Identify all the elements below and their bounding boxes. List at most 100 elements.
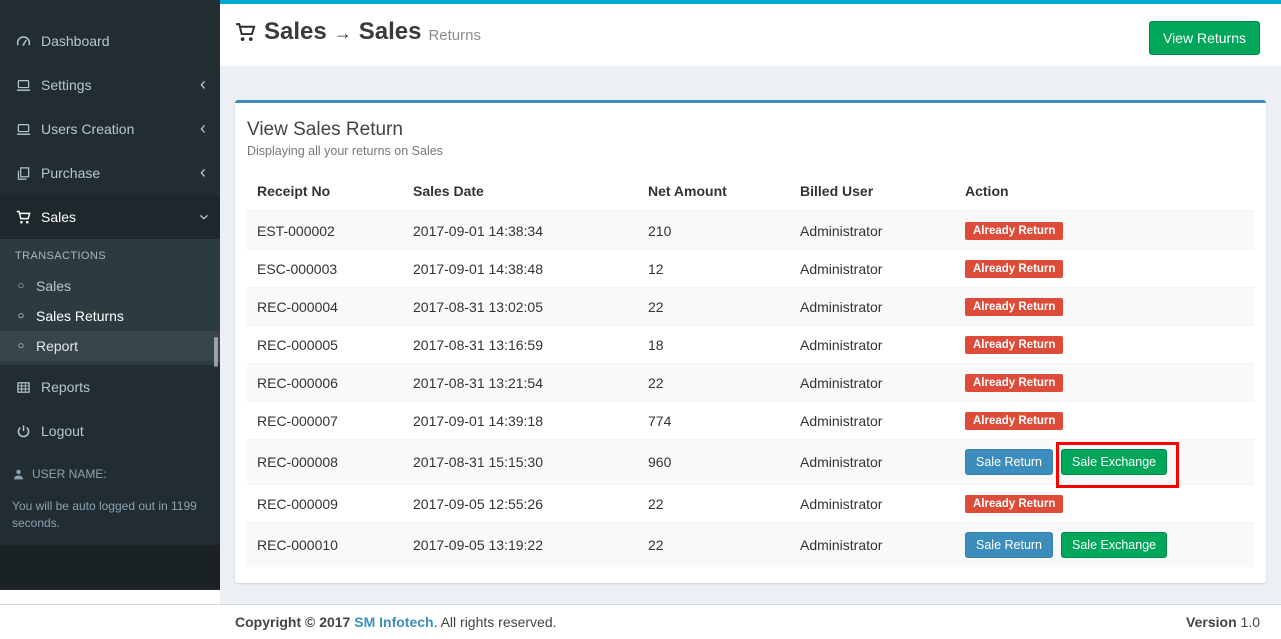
column-header-net-amount: Net Amount (638, 172, 790, 212)
cell-action: Sale Return Sale Exchange (955, 439, 1254, 488)
column-header-sales-date: Sales Date (403, 172, 638, 212)
cell-billed-user: Administrator (790, 484, 955, 523)
version-value: 1.0 (1240, 614, 1260, 630)
already-return-badge: Already Return (965, 412, 1064, 430)
table-row: REC-000006 2017-08-31 13:21:54 22 Admini… (247, 363, 1254, 402)
copyright-prefix: Copyright © 2017 (235, 614, 351, 630)
version-text: Version 1.0 (1186, 614, 1260, 630)
company-link[interactable]: SM Infotech (354, 614, 434, 630)
table-row: REC-000004 2017-08-31 13:02:05 22 Admini… (247, 287, 1254, 326)
cart-icon (235, 22, 256, 43)
already-return-badge: Already Return (965, 260, 1064, 278)
sale-return-button[interactable]: Sale Return (965, 532, 1054, 558)
cell-receipt-no: REC-000008 (247, 439, 403, 485)
cell-net-amount: 22 (638, 363, 790, 402)
cell-action: Already Return (955, 401, 1254, 440)
table-grid-icon (15, 380, 31, 395)
person-icon (12, 468, 25, 481)
already-return-badge: Already Return (965, 495, 1064, 513)
sidebar-item-label: Logout (41, 423, 84, 439)
already-return-badge: Already Return (965, 336, 1064, 354)
sale-exchange-button[interactable]: Sale Exchange (1061, 532, 1168, 558)
sidebar-subitem-sales[interactable]: ○ Sales (0, 271, 220, 301)
monitor-icon (15, 122, 31, 137)
table-header-row: Receipt No Sales Date Net Amount Billed … (247, 172, 1254, 212)
sidebar-subitem-label: Sales (36, 278, 72, 294)
chevron-down-icon: ‹ (193, 214, 213, 220)
gauge-icon (15, 34, 31, 49)
cell-net-amount: 22 (638, 484, 790, 523)
cell-net-amount: 12 (638, 249, 790, 288)
title-page: Sales (358, 18, 422, 45)
sidebar-subitem-sales-returns[interactable]: ○ Sales Returns (0, 301, 220, 331)
panel-subtitle: Displaying all your returns on Sales (247, 144, 443, 158)
sidebar-item-purchase[interactable]: Purchase ‹ (0, 151, 220, 195)
table-row: ESC-000003 2017-09-01 14:38:48 12 Admini… (247, 249, 1254, 288)
sidebar-item-logout[interactable]: Logout (0, 409, 220, 453)
cell-billed-user: Administrator (790, 249, 955, 288)
cell-net-amount: 22 (638, 287, 790, 326)
power-icon (15, 424, 31, 439)
cell-receipt-no: REC-000005 (247, 325, 403, 364)
column-header-action: Action (955, 172, 1254, 212)
copyright-suffix: . All rights reserved. (433, 614, 557, 630)
table-row: REC-000007 2017-09-01 14:39:18 774 Admin… (247, 401, 1254, 440)
cell-action: Already Return (955, 287, 1254, 326)
sidebar-item-settings[interactable]: Settings ‹ (0, 63, 220, 107)
cell-action: Already Return (955, 249, 1254, 288)
cell-receipt-no: REC-000006 (247, 363, 403, 402)
cell-receipt-no: REC-000010 (247, 522, 403, 567)
column-header-billed-user: Billed User (790, 172, 955, 212)
arrow-right-icon: → (333, 22, 352, 43)
sidebar-item-label: Dashboard (41, 33, 110, 49)
main-content-area: Sales → Sales Returns View Returns View … (220, 0, 1281, 604)
cell-sales-date: 2017-09-01 14:38:48 (403, 249, 638, 288)
sidebar-item-sales[interactable]: Sales ‹ (0, 195, 220, 239)
sales-returns-table: Receipt No Sales Date Net Amount Billed … (247, 172, 1254, 567)
cell-sales-date: 2017-08-31 15:15:30 (403, 439, 638, 485)
cell-billed-user: Administrator (790, 287, 955, 326)
sidebar-subitem-report[interactable]: ○ Report (0, 331, 220, 361)
already-return-badge: Already Return (965, 374, 1064, 392)
view-returns-button[interactable]: View Returns (1148, 21, 1260, 55)
sidebar-subitem-label: Sales Returns (36, 308, 124, 324)
sale-exchange-button[interactable]: Sale Exchange (1061, 449, 1168, 475)
cell-action: Already Return (955, 210, 1254, 250)
cell-net-amount: 960 (638, 439, 790, 485)
cell-net-amount: 18 (638, 325, 790, 364)
cart-icon (15, 210, 31, 225)
table-row: REC-000009 2017-09-05 12:55:26 22 Admini… (247, 484, 1254, 523)
cell-action: Already Return (955, 325, 1254, 364)
already-return-badge: Already Return (965, 222, 1064, 240)
sidebar-spacer-block (0, 545, 220, 589)
cell-sales-date: 2017-09-05 12:55:26 (403, 484, 638, 523)
sales-return-panel: View Sales Return Displaying all your re… (235, 100, 1266, 583)
content-header: Sales → Sales Returns View Returns (220, 4, 1281, 66)
circle-o-icon: ○ (17, 310, 25, 322)
table-row: REC-000005 2017-08-31 13:16:59 18 Admini… (247, 325, 1254, 364)
circle-o-icon: ○ (17, 280, 25, 292)
sidebar-item-reports[interactable]: Reports (0, 365, 220, 409)
sidebar-scrollbar-thumb[interactable] (214, 337, 218, 367)
title-subtext: Returns (428, 26, 481, 44)
sidebar-item-dashboard[interactable]: Dashboard (0, 19, 220, 63)
table-row: REC-000008 2017-08-31 15:15:30 960 Admin… (247, 439, 1254, 488)
copy-icon (15, 166, 31, 181)
chevron-left-icon: ‹ (200, 117, 206, 138)
sidebar-item-users-creation[interactable]: Users Creation ‹ (0, 107, 220, 151)
transactions-section-header: TRANSACTIONS (15, 250, 106, 262)
sidebar-item-label: Reports (41, 379, 91, 395)
cell-receipt-no: REC-000009 (247, 484, 403, 523)
table-row: EST-000002 2017-09-01 14:38:34 210 Admin… (247, 210, 1254, 250)
circle-o-icon: ○ (17, 340, 25, 352)
cell-sales-date: 2017-09-05 13:19:22 (403, 522, 638, 567)
sale-return-button[interactable]: Sale Return (965, 449, 1054, 475)
cell-receipt-no: ESC-000003 (247, 249, 403, 288)
cell-billed-user: Administrator (790, 210, 955, 250)
cell-sales-date: 2017-09-01 14:39:18 (403, 401, 638, 440)
cell-net-amount: 774 (638, 401, 790, 440)
cell-sales-date: 2017-08-31 13:21:54 (403, 363, 638, 402)
table-row: REC-000010 2017-09-05 13:19:22 22 Admini… (247, 522, 1254, 567)
cell-receipt-no: REC-000007 (247, 401, 403, 440)
highlight-wrapper: Sale Exchange (1056, 442, 1180, 488)
